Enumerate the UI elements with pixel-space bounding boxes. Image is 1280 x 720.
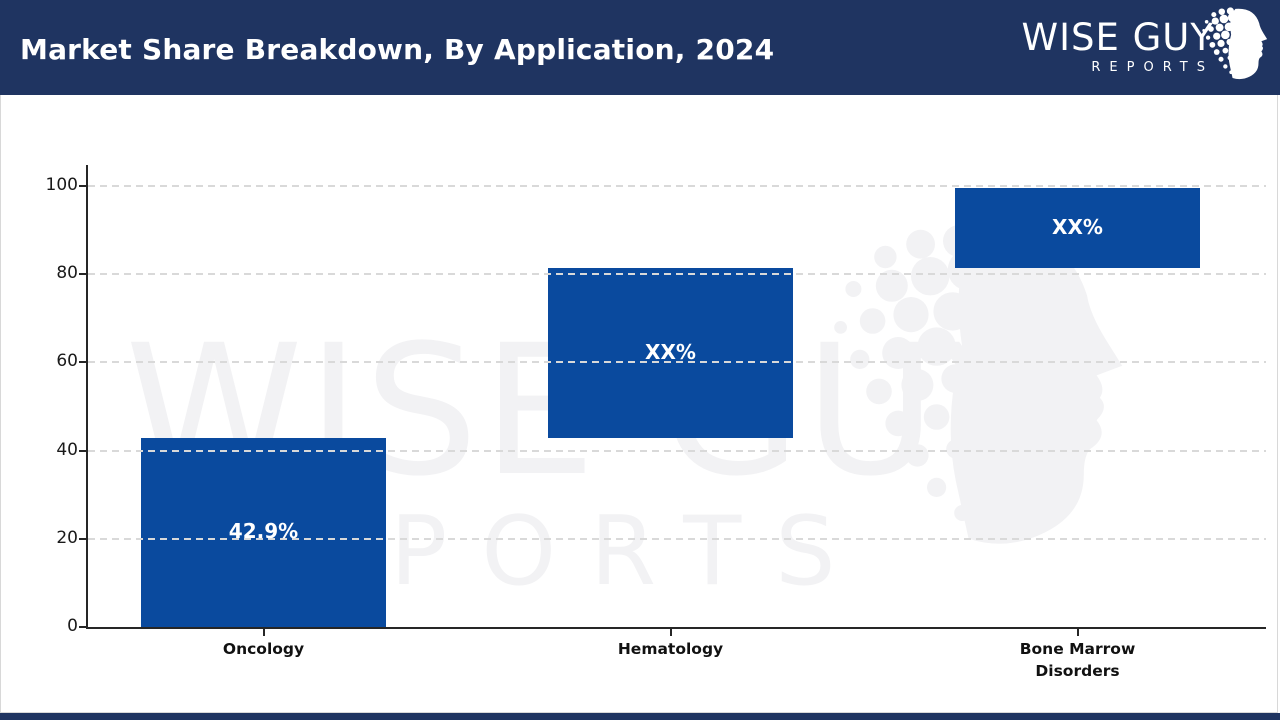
- y-tick-label-100: 100: [45, 175, 78, 195]
- y-tick-label-0: 0: [67, 616, 78, 636]
- bar-0: [141, 437, 386, 627]
- y-tick-20: [79, 537, 86, 540]
- y-tick-label-20: 20: [56, 527, 78, 548]
- x-tick-1: [669, 629, 672, 636]
- bar-2: [955, 187, 1200, 268]
- bar-value-label-2: XX%: [1052, 214, 1103, 239]
- y-tick-80: [79, 273, 86, 276]
- brand-name: WISE GUY: [1021, 16, 1214, 59]
- y-tick-label-60: 60: [56, 351, 78, 372]
- header-bar: Market Share Breakdown, By Application, …: [0, 0, 1280, 95]
- gridline-60: [88, 361, 1266, 364]
- footer-bar: [0, 713, 1280, 720]
- y-tick-label-80: 80: [56, 263, 78, 284]
- watermark-face-logo: [834, 225, 1123, 544]
- y-tick-100: [79, 185, 86, 187]
- x-axis-line: [86, 627, 1266, 629]
- gridline-40: [88, 449, 1266, 452]
- bar-value-label-1: XX%: [645, 339, 696, 364]
- gridline-100: [88, 185, 1266, 187]
- brand-face-icon: [1202, 7, 1268, 80]
- y-tick-0: [79, 626, 86, 628]
- gridline-20: [88, 537, 1266, 540]
- chart-title: Market Share Breakdown, By Application, …: [20, 33, 775, 66]
- y-tick-60: [79, 361, 86, 364]
- x-category-label-2: Bone Marrow Disorders: [1019, 640, 1136, 680]
- bar-value-label-0: 42.9%: [228, 519, 299, 544]
- y-tick-label-40: 40: [56, 439, 78, 460]
- brand-wordmark: WISE GUY REPORTS: [1022, 18, 1214, 76]
- x-category-label-0: Oncology: [222, 640, 305, 658]
- y-tick-40: [79, 449, 86, 452]
- x-tick-0: [262, 629, 265, 636]
- gridline-80: [88, 273, 1266, 276]
- bar-1: [548, 268, 793, 438]
- y-axis-line: [86, 165, 88, 629]
- x-tick-2: [1076, 629, 1079, 636]
- x-category-label-1: Hematology: [617, 640, 724, 658]
- brand-subname: REPORTS: [1091, 60, 1214, 75]
